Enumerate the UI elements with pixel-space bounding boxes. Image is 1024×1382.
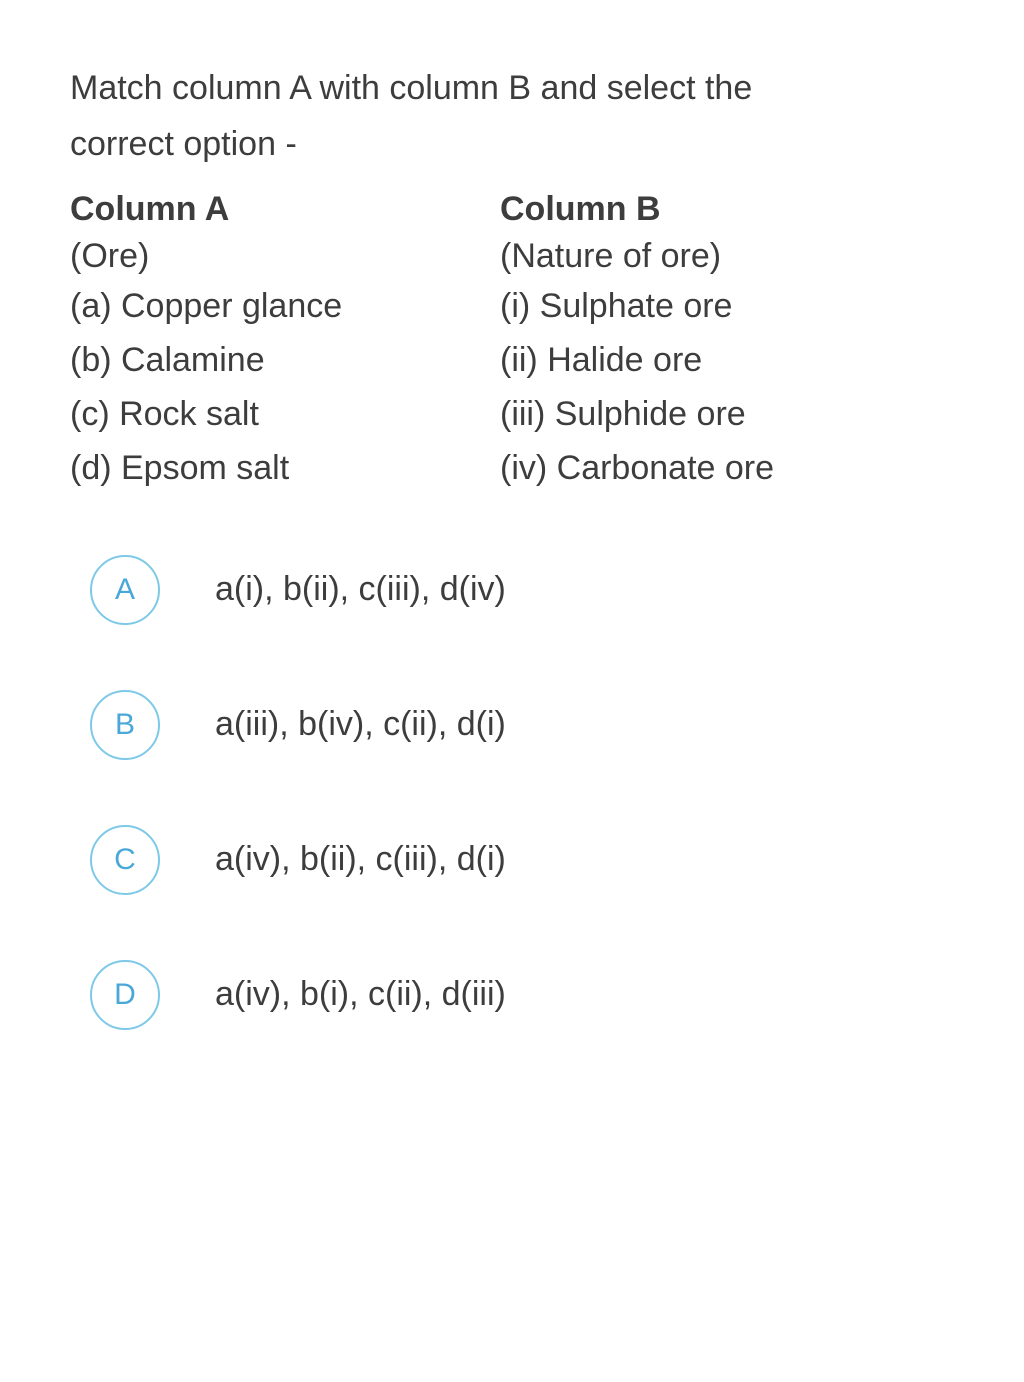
column-b-item: (iv) Carbonate ore (500, 446, 930, 492)
column-a-item: (b) Calamine (70, 338, 500, 384)
option-d[interactable]: D a(iv), b(i), c(ii), d(iii) (90, 960, 954, 1030)
question-line1: Match column A with column B and select … (70, 69, 752, 107)
options-container: A a(i), b(ii), c(iii), d(iv) B a(iii), b… (70, 555, 954, 1030)
column-b-item: (i) Sulphate ore (500, 284, 930, 330)
option-text: a(iv), b(ii), c(iii), d(i) (215, 840, 506, 879)
option-circle: C (90, 825, 160, 895)
option-letter: A (115, 573, 135, 607)
option-a[interactable]: A a(i), b(ii), c(iii), d(iv) (90, 555, 954, 625)
option-text: a(i), b(ii), c(iii), d(iv) (215, 570, 506, 609)
column-a-item: (c) Rock salt (70, 392, 500, 438)
option-text: a(iii), b(iv), c(ii), d(i) (215, 705, 506, 744)
option-letter: C (114, 843, 136, 877)
option-text: a(iv), b(i), c(ii), d(iii) (215, 975, 506, 1014)
column-b-header: Column B (500, 190, 930, 229)
column-a: Column A (Ore) (a) Copper glance (b) Cal… (70, 190, 500, 500)
option-letter: D (114, 978, 136, 1012)
column-a-subheader: (Ore) (70, 237, 500, 276)
column-b-item: (iii) Sulphide ore (500, 392, 930, 438)
column-a-header: Column A (70, 190, 500, 229)
column-a-item: (d) Epsom salt (70, 446, 500, 492)
column-b-subheader: (Nature of ore) (500, 237, 930, 276)
option-b[interactable]: B a(iii), b(iv), c(ii), d(i) (90, 690, 954, 760)
column-b: Column B (Nature of ore) (i) Sulphate or… (500, 190, 930, 500)
option-letter: B (115, 708, 135, 742)
option-circle: D (90, 960, 160, 1030)
question-text: Match column A with column B and select … (70, 60, 954, 172)
column-a-item: (a) Copper glance (70, 284, 500, 330)
columns-container: Column A (Ore) (a) Copper glance (b) Cal… (70, 190, 954, 500)
option-circle: B (90, 690, 160, 760)
option-circle: A (90, 555, 160, 625)
option-c[interactable]: C a(iv), b(ii), c(iii), d(i) (90, 825, 954, 895)
column-b-item: (ii) Halide ore (500, 338, 930, 384)
question-line2: correct option - (70, 125, 297, 163)
